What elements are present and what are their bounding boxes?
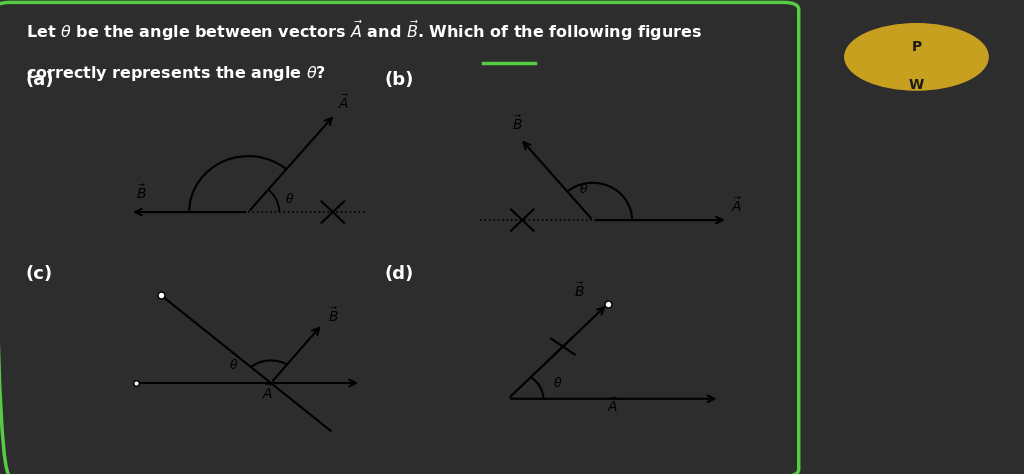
Text: correctly represents the angle $\theta$?: correctly represents the angle $\theta$? — [26, 64, 326, 83]
Text: P: P — [911, 40, 922, 55]
Text: $\vec{A}$: $\vec{A}$ — [262, 383, 273, 402]
Text: $\vec{A}$: $\vec{A}$ — [731, 197, 742, 215]
Text: (a): (a) — [26, 71, 54, 89]
Text: $\vec{B}$: $\vec{B}$ — [328, 306, 339, 325]
Text: (d): (d) — [384, 265, 414, 283]
Text: $\theta$: $\theta$ — [285, 192, 294, 206]
Text: $\vec{A}$: $\vec{A}$ — [338, 93, 349, 112]
Text: $\vec{B}$: $\vec{B}$ — [512, 115, 522, 133]
Text: $\theta$: $\theta$ — [553, 376, 562, 391]
Text: $\vec{A}$: $\vec{A}$ — [606, 397, 618, 415]
Text: $\vec{B}$: $\vec{B}$ — [573, 282, 585, 300]
Circle shape — [845, 24, 988, 90]
Text: Let $\theta$ be the angle between vectors $\vec{A}$ and $\vec{B}$. Which of the : Let $\theta$ be the angle between vector… — [26, 19, 701, 43]
Text: (c): (c) — [26, 265, 52, 283]
Text: W: W — [909, 78, 924, 92]
Text: $\theta$: $\theta$ — [228, 358, 238, 373]
Text: (b): (b) — [384, 71, 414, 89]
Text: $\theta$: $\theta$ — [579, 182, 588, 196]
Text: $\vec{B}$: $\vec{B}$ — [136, 183, 146, 202]
